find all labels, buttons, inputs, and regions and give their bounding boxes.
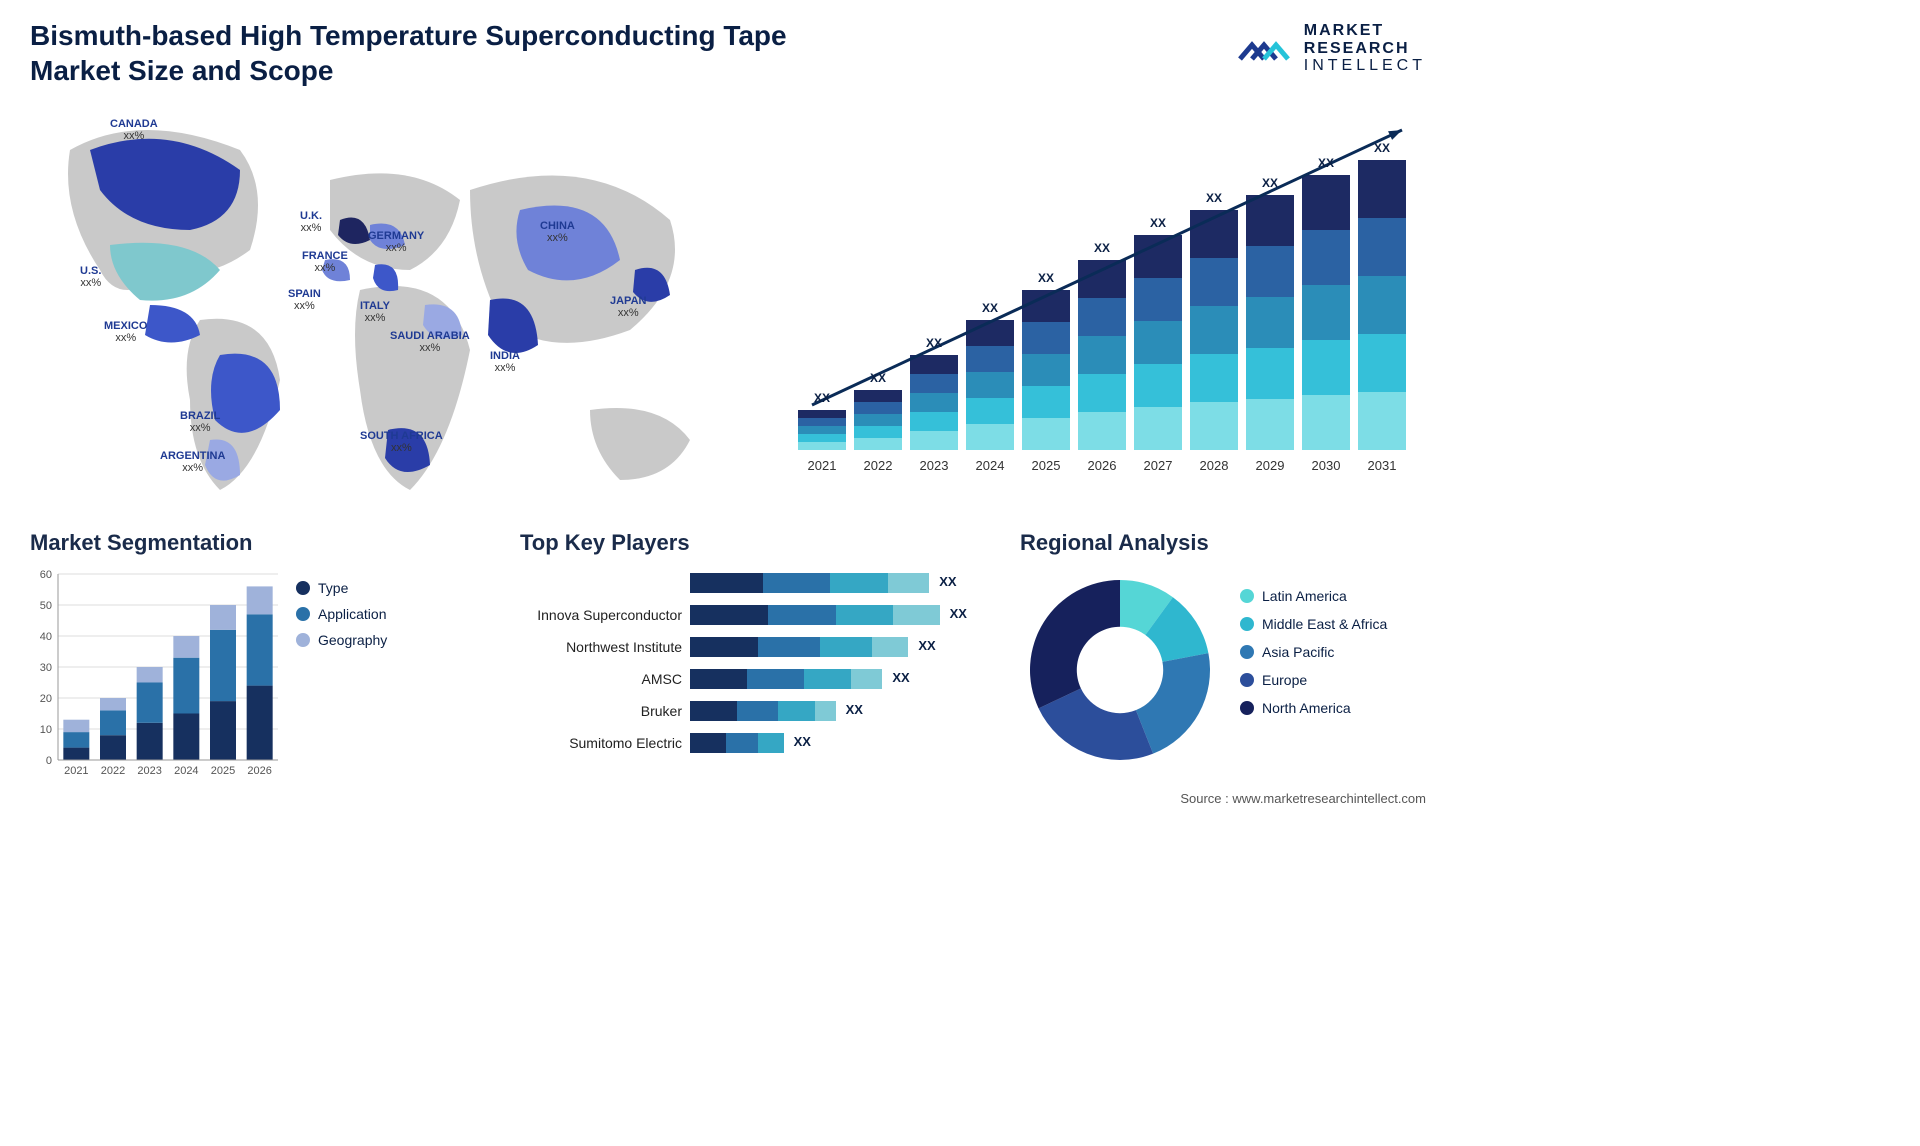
logo-text: MARKET RESEARCH INTELLECT	[1304, 22, 1426, 75]
svg-text:2030: 2030	[1312, 458, 1341, 473]
map-label-mexico: MEXICOxx%	[104, 320, 147, 344]
svg-text:XX: XX	[1094, 241, 1110, 255]
logo-text-line3: INTELLECT	[1304, 57, 1426, 75]
map-label-japan: JAPANxx%	[610, 295, 646, 319]
player-label: AMSC	[520, 671, 690, 687]
svg-text:2022: 2022	[101, 765, 125, 777]
player-value: XX	[918, 638, 935, 653]
map-label-argentina: ARGENTINAxx%	[160, 450, 225, 474]
svg-text:XX: XX	[1150, 216, 1166, 230]
regional-legend: Latin America Middle East & Africa Asia …	[1240, 570, 1387, 728]
svg-text:2026: 2026	[247, 765, 271, 777]
svg-text:2023: 2023	[137, 765, 161, 777]
logo-text-line2: RESEARCH	[1304, 40, 1426, 58]
map-label-france: FRANCExx%	[302, 250, 348, 274]
svg-text:XX: XX	[1206, 191, 1222, 205]
player-value: XX	[794, 734, 811, 749]
legend-item: Type	[296, 580, 387, 596]
players-title: Top Key Players	[520, 530, 990, 556]
map-label-south-africa: SOUTH AFRICAxx%	[360, 430, 443, 454]
svg-text:XX: XX	[982, 301, 998, 315]
svg-text:XX: XX	[814, 391, 830, 405]
segmentation-panel: Market Segmentation 0 10 20 30 40 50 60 2021 202…	[30, 530, 470, 780]
map-label-u-k-: U.K.xx%	[300, 210, 322, 234]
svg-text:0: 0	[46, 755, 52, 767]
player-row: AMSC XX	[520, 666, 990, 692]
legend-item: Application	[296, 606, 387, 622]
players-chart: XXInnova SuperconductorXXNorthwest Insti…	[520, 570, 990, 756]
svg-text:2024: 2024	[976, 458, 1005, 473]
player-row: XX	[520, 570, 990, 596]
legend-item: Middle East & Africa	[1240, 616, 1387, 632]
player-row: Bruker XX	[520, 698, 990, 724]
svg-text:2024: 2024	[174, 765, 198, 777]
segmentation-chart: 0 10 20 30 40 50 60 2021 2022 2023 2024 2025 2026	[30, 570, 280, 780]
player-label: Sumitomo Electric	[520, 735, 690, 751]
svg-text:2025: 2025	[1032, 458, 1061, 473]
growth-chart: XX XX XX XX XX XX XX XX XX XX XX 2021 2022 2023 2024 2…	[766, 110, 1426, 490]
svg-text:2021: 2021	[808, 458, 837, 473]
svg-text:XX: XX	[1374, 141, 1390, 155]
logo-chevron-icon	[1238, 27, 1294, 69]
map-label-u-s-: U.S.xx%	[80, 265, 101, 289]
regional-donut	[1020, 570, 1220, 770]
legend-item: Asia Pacific	[1240, 644, 1387, 660]
map-label-saudi-arabia: SAUDI ARABIAxx%	[390, 330, 470, 354]
svg-text:60: 60	[40, 570, 52, 581]
map-label-spain: SPAINxx%	[288, 288, 321, 312]
player-row: Innova Superconductor XX	[520, 602, 990, 628]
page-title: Bismuth-based High Temperature Supercond…	[30, 18, 860, 88]
map-label-india: INDIAxx%	[490, 350, 520, 374]
svg-text:2031: 2031	[1368, 458, 1397, 473]
svg-text:10: 10	[40, 724, 52, 736]
svg-text:30: 30	[40, 662, 52, 674]
svg-text:XX: XX	[1262, 176, 1278, 190]
segmentation-title: Market Segmentation	[30, 530, 470, 556]
player-row: Northwest Institute XX	[520, 634, 990, 660]
svg-text:2026: 2026	[1088, 458, 1117, 473]
svg-text:20: 20	[40, 693, 52, 705]
player-value: XX	[846, 702, 863, 717]
svg-text:XX: XX	[926, 336, 942, 350]
svg-text:XX: XX	[1038, 271, 1054, 285]
player-row: Sumitomo Electric XX	[520, 730, 990, 756]
player-label: Northwest Institute	[520, 639, 690, 655]
map-label-china: CHINAxx%	[540, 220, 575, 244]
svg-text:2025: 2025	[211, 765, 235, 777]
legend-item: Geography	[296, 632, 387, 648]
legend-item: Latin America	[1240, 588, 1387, 604]
legend-item: North America	[1240, 700, 1387, 716]
svg-text:2021: 2021	[64, 765, 88, 777]
map-label-germany: GERMANYxx%	[368, 230, 424, 254]
player-label: Innova Superconductor	[520, 607, 690, 623]
player-value: XX	[950, 606, 967, 621]
svg-text:2029: 2029	[1256, 458, 1285, 473]
players-panel: Top Key Players XX Innova Superconductor X…	[520, 530, 990, 762]
map-label-canada: CANADAxx%	[110, 118, 158, 142]
player-value: XX	[939, 574, 956, 589]
world-map-panel: CANADAxx% U.S.xx% MEXICOxx% BRAZILxx% ARGENT…	[30, 110, 720, 510]
segmentation-legend: Type Application Geography	[296, 570, 387, 780]
svg-text:50: 50	[40, 600, 52, 612]
svg-text:XX: XX	[1318, 156, 1334, 170]
regional-panel: Regional Analysis Latin America Middle E…	[1020, 530, 1426, 770]
growth-chart-panel: XX XX XX XX XX XX XX XX XX XX XX 2021 2022 2023 2024 2…	[766, 110, 1426, 490]
regional-title: Regional Analysis	[1020, 530, 1426, 556]
svg-text:2022: 2022	[864, 458, 893, 473]
map-label-brazil: BRAZILxx%	[180, 410, 220, 434]
svg-text:2028: 2028	[1200, 458, 1229, 473]
svg-text:2023: 2023	[920, 458, 949, 473]
svg-text:40: 40	[40, 631, 52, 643]
source-text: Source : www.marketresearchintellect.com	[1180, 791, 1426, 806]
svg-text:2027: 2027	[1144, 458, 1173, 473]
legend-item: Europe	[1240, 672, 1387, 688]
player-value: XX	[892, 670, 909, 685]
svg-text:XX: XX	[870, 371, 886, 385]
logo-text-line1: MARKET	[1304, 22, 1426, 40]
brand-logo: MARKET RESEARCH INTELLECT	[1238, 22, 1426, 75]
map-label-italy: ITALYxx%	[360, 300, 390, 324]
player-label: Bruker	[520, 703, 690, 719]
